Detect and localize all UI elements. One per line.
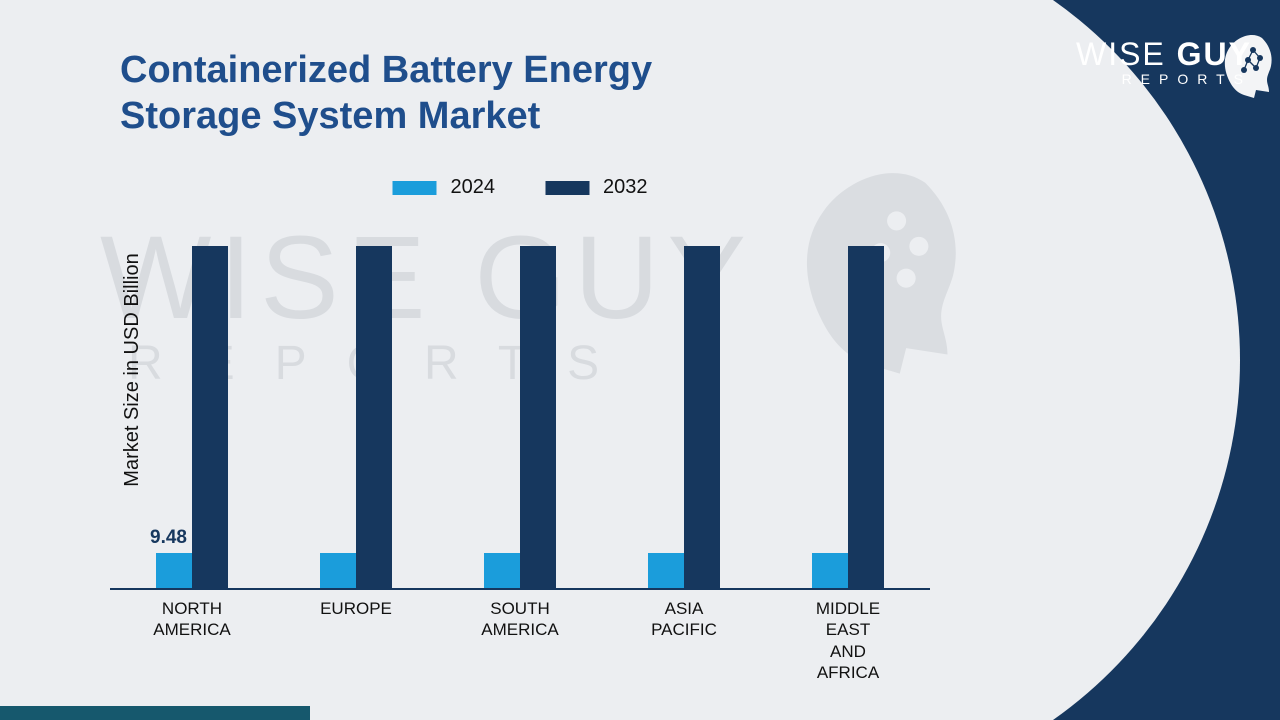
- page: WISE GUY REPORTS WISE GUY REPORTS Contai…: [0, 0, 1280, 720]
- bar-2024: [484, 553, 520, 588]
- legend-swatch-2024: [393, 181, 437, 195]
- chart-title: Containerized Battery Energy Storage Sys…: [120, 48, 740, 139]
- plot-area: 9.48: [110, 218, 930, 590]
- bar-group: [766, 216, 930, 588]
- bar-2032: [684, 246, 720, 588]
- x-tick-label: NORTH AMERICA: [110, 598, 274, 641]
- legend-label-2032: 2032: [603, 176, 648, 199]
- bar-pair: [766, 216, 930, 588]
- bar-pair: [274, 216, 438, 588]
- bar-2024: [812, 553, 848, 588]
- bar-group: [602, 216, 766, 588]
- brand-logo: WISE GUY REPORTS: [1076, 36, 1252, 87]
- bar-group: 9.48: [110, 216, 274, 588]
- x-tick-label: EUROPE: [274, 598, 438, 619]
- x-tick-label: SOUTH AMERICA: [438, 598, 602, 641]
- right-brand-panel: [960, 0, 1280, 720]
- legend-item-2032: 2032: [545, 176, 648, 199]
- bar-value-label: 9.48: [150, 527, 187, 549]
- x-tick-label: MIDDLE EAST AND AFRICA: [766, 598, 930, 683]
- bar-2024: [320, 553, 356, 588]
- legend-swatch-2032: [545, 181, 589, 195]
- bar-2032: [192, 246, 228, 588]
- chart-area: 2024 2032 9.48 NORTH AMERICAEUROPESOUTH …: [90, 160, 950, 700]
- bar-pair: [438, 216, 602, 588]
- logo-line2: REPORTS: [1076, 71, 1252, 87]
- bottom-accent-bar: [0, 706, 310, 720]
- bar-2024: [648, 553, 684, 588]
- legend-item-2024: 2024: [393, 176, 496, 199]
- legend: 2024 2032: [393, 176, 648, 199]
- bar-group: [438, 216, 602, 588]
- bar-pair: [110, 216, 274, 588]
- bar-2024: [156, 553, 192, 588]
- bar-2032: [848, 246, 884, 588]
- legend-label-2024: 2024: [451, 176, 496, 199]
- bar-pair: [602, 216, 766, 588]
- logo-line1: WISE GUY: [1076, 36, 1252, 73]
- x-tick-label: ASIA PACIFIC: [602, 598, 766, 641]
- bar-group: [274, 216, 438, 588]
- bar-2032: [520, 246, 556, 588]
- bar-2032: [356, 246, 392, 588]
